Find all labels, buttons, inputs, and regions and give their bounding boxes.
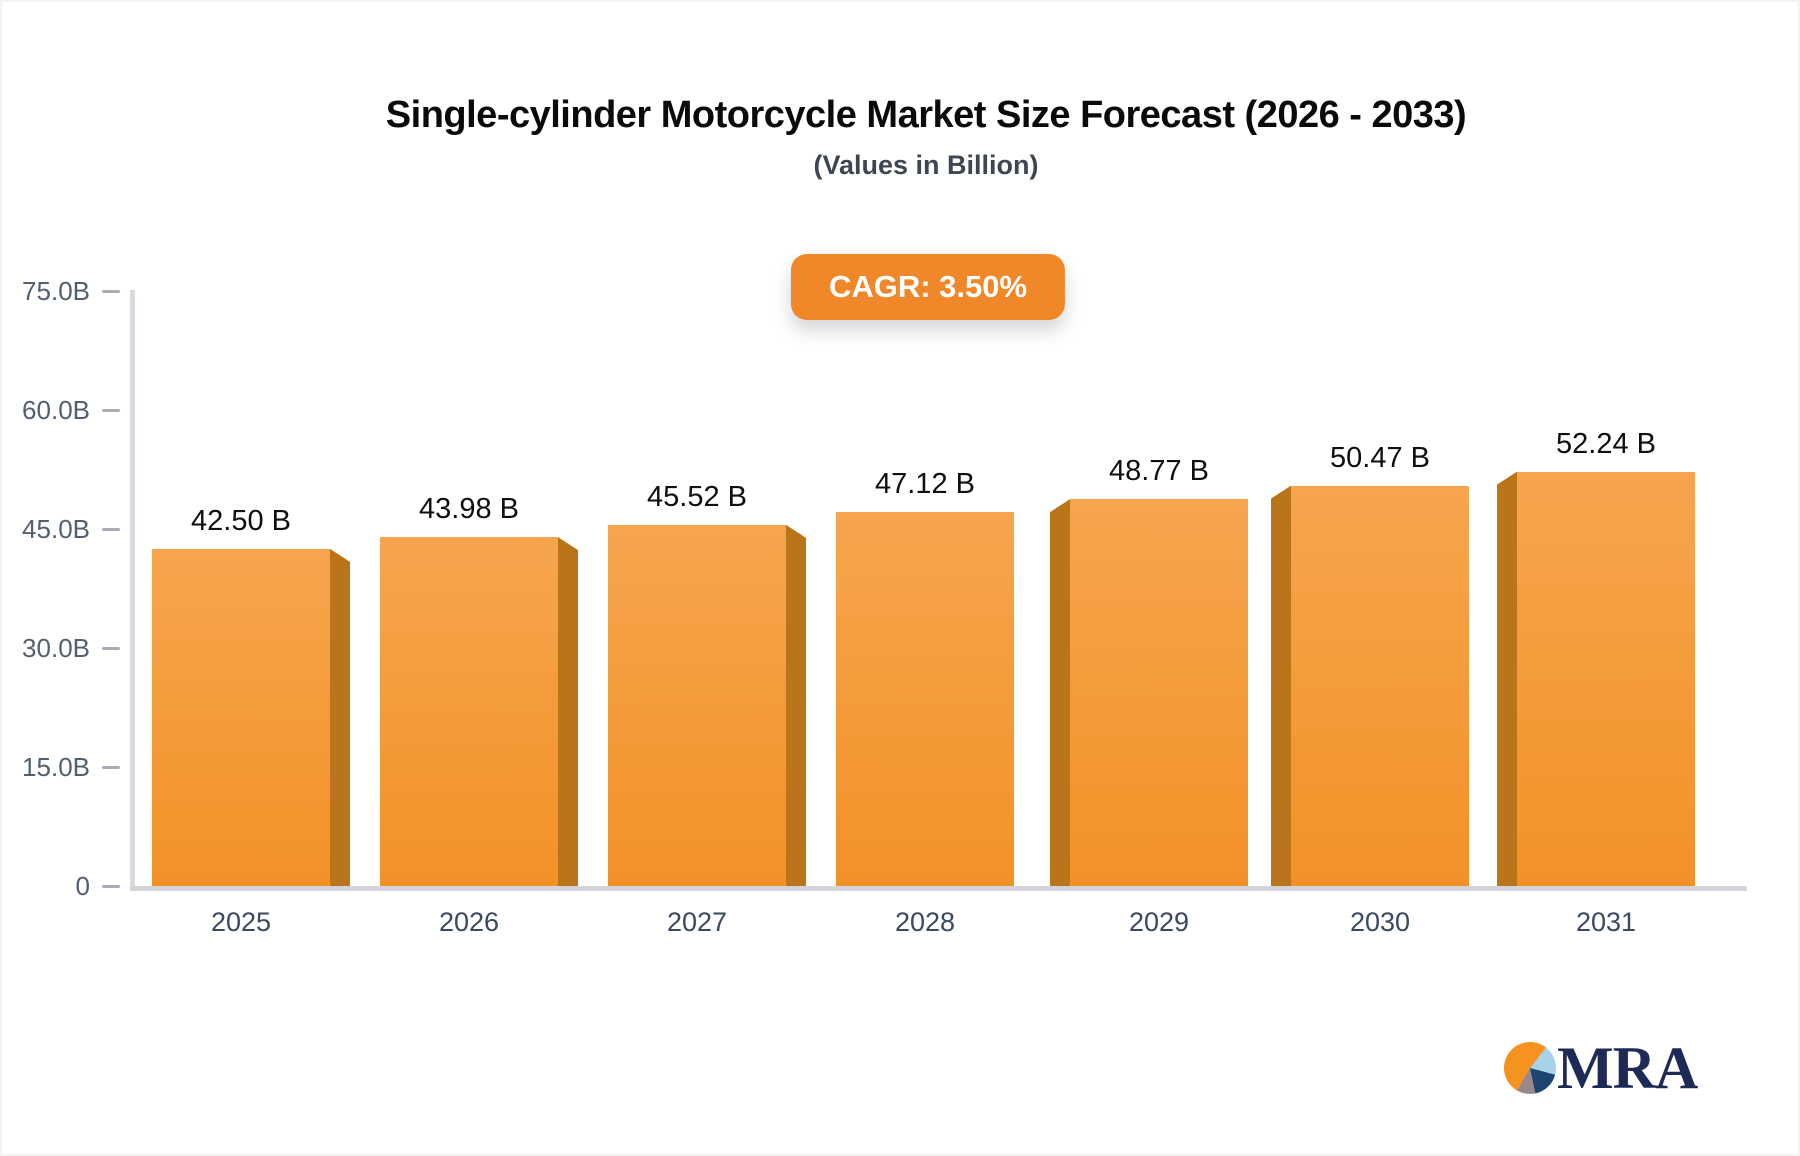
y-axis-line: [130, 290, 135, 891]
y-axis-label: 0: [75, 871, 90, 901]
y-axis-tick: [102, 885, 120, 888]
bar-face: [608, 524, 786, 886]
logo-text: MRA: [1557, 1035, 1698, 1101]
bar-value-label: 52.24 B: [1556, 427, 1656, 460]
y-axis-tick: [102, 528, 120, 531]
x-axis-label: 2031: [1575, 907, 1637, 937]
bar-side-face: [1050, 499, 1070, 886]
y-axis-label: 30.0B: [22, 633, 90, 663]
bar-2030[interactable]: [1271, 485, 1469, 886]
bar-side-face: [330, 548, 350, 886]
x-axis-label: 2025: [210, 907, 272, 937]
cagr-badge: CAGR: 3.50%: [790, 254, 1066, 320]
bar-value-label: 47.12 B: [875, 468, 975, 501]
company-logo: MRA: [1504, 1035, 1698, 1101]
y-axis-tick: [102, 409, 120, 412]
x-axis-line: [130, 886, 1747, 891]
bar-value-label: 45.52 B: [647, 480, 747, 513]
bar-face: [1291, 485, 1469, 886]
bar-face: [1517, 471, 1695, 886]
y-axis-label: 60.0B: [22, 395, 90, 425]
bar-side-face: [1497, 471, 1517, 886]
bar-value-label: 42.50 B: [191, 504, 291, 537]
x-axis-label: 2026: [438, 907, 500, 937]
y-axis-tick: [102, 647, 120, 650]
y-axis-tick: [102, 766, 120, 769]
bar-side-face: [558, 537, 578, 886]
bar-face: [1070, 499, 1248, 886]
bar-2027[interactable]: [608, 524, 806, 886]
bar-2028[interactable]: [836, 512, 1014, 886]
bar-face: [152, 548, 330, 886]
pie-chart-icon: [1504, 1042, 1556, 1094]
bar-2025[interactable]: [152, 548, 350, 886]
bar-2026[interactable]: [380, 537, 578, 886]
bar-2029[interactable]: [1050, 499, 1248, 886]
bar-face: [380, 537, 558, 886]
page-title: Single-cylinder Motorcycle Market Size F…: [385, 94, 1467, 136]
y-axis-label: 75.0B: [22, 276, 90, 306]
x-axis-label: 2027: [666, 907, 728, 937]
y-axis-tick: [102, 290, 120, 293]
x-axis-label: 2029: [1128, 907, 1190, 937]
y-axis-label: 15.0B: [22, 752, 90, 782]
bar-face: [836, 512, 1014, 886]
x-axis-label: 2030: [1349, 907, 1411, 937]
bar-value-label: 50.47 B: [1330, 441, 1430, 474]
bar-value-label: 43.98 B: [419, 493, 519, 526]
y-axis-label: 45.0B: [22, 514, 90, 544]
x-axis-label: 2028: [894, 907, 956, 937]
page-subtitle: (Values in Billion): [813, 150, 1039, 180]
bar-value-label: 48.77 B: [1109, 455, 1209, 488]
bar-side-face: [1271, 485, 1291, 886]
bar-side-face: [786, 524, 806, 886]
bar-2031[interactable]: [1497, 471, 1695, 886]
